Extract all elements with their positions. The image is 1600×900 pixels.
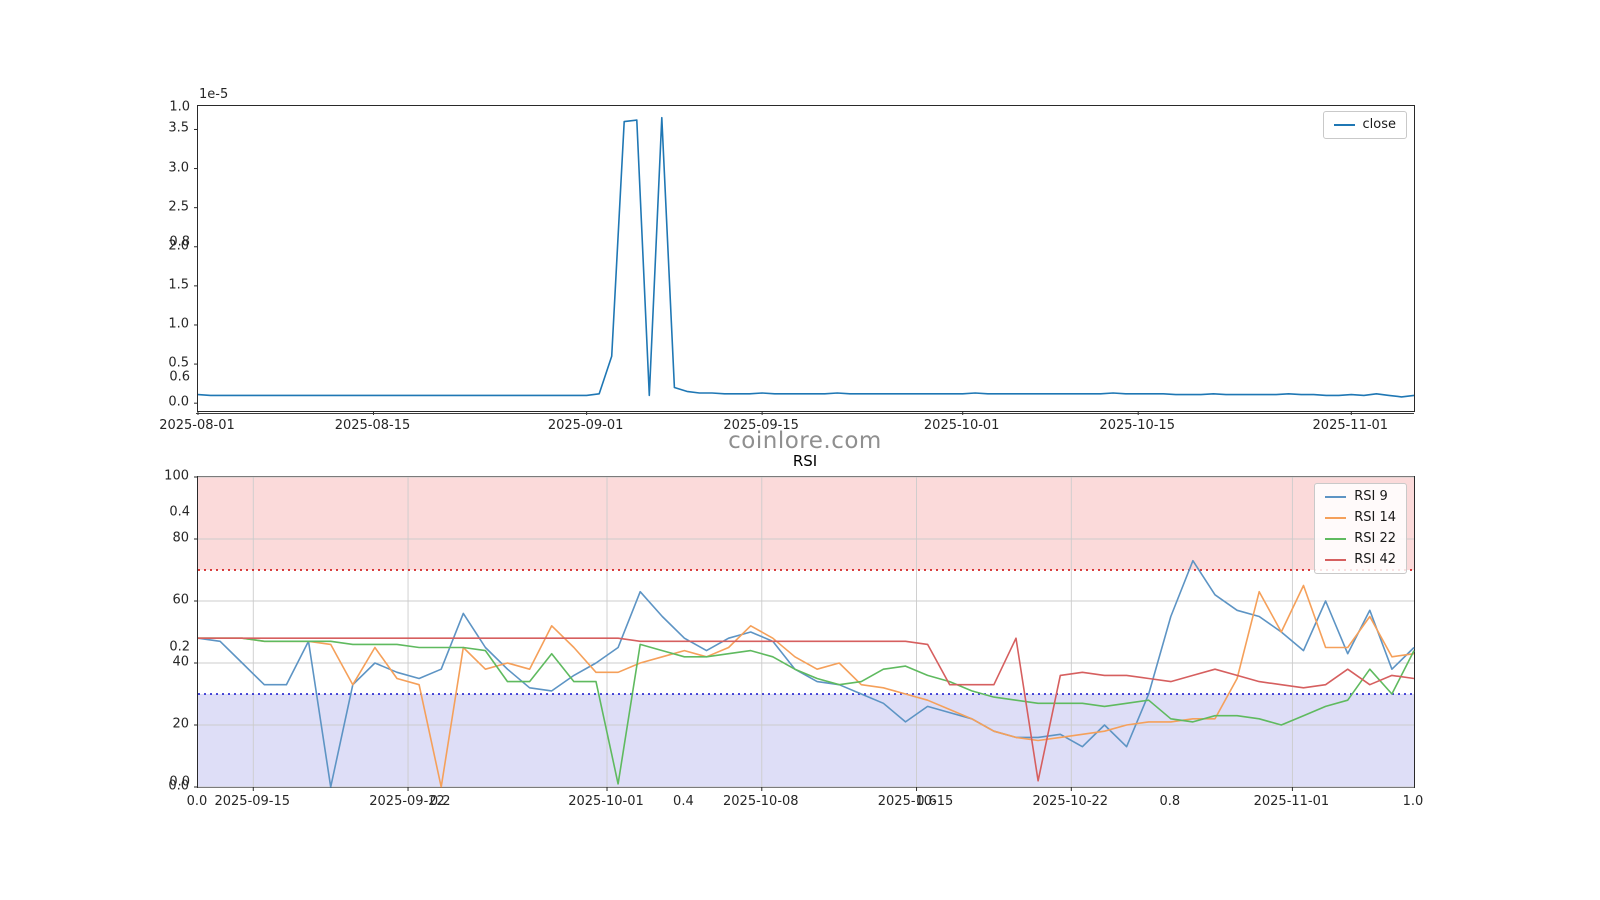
legend-label-rsi42: RSI 42 [1354,552,1396,567]
y-tick-label: 0.0 [168,394,189,410]
legend-label-rsi9: RSI 9 [1354,489,1388,504]
x-tick-label: 2025-10-15 [877,794,954,809]
y-tick-label: 2.0 [168,238,189,254]
y-tick-label: 60 [172,592,189,608]
price-chart-plot [194,105,1415,415]
y-tick-label: 100 [164,468,189,484]
rsi-chart-plot [194,476,1415,791]
rsi-title: RSI [792,452,818,470]
y-tick-label: 2.5 [168,199,189,215]
x-tick-label: 2025-10-22 [1032,794,1109,809]
y-tick-label: 3.0 [168,160,189,176]
legend-label-close: close [1362,117,1396,132]
x-tick-label: 2025-11-01 [1253,794,1330,809]
x-tick-label: 2025-09-15 [214,794,291,809]
rsi-legend: RSI 9 RSI 14 RSI 22 RSI 42 [1314,483,1407,574]
ghost-x-tick-label: 0.8 [1159,794,1181,809]
x-tick-label: 2025-10-01 [568,794,644,809]
rsi22-line-swatch [1325,538,1347,540]
legend-item-rsi42: RSI 42 [1325,552,1396,568]
ghost-axis-line [196,413,1414,414]
ghost-x-tick-label: 0.2 [429,794,451,809]
legend-item-rsi9: RSI 9 [1325,489,1396,505]
rsi42-line-swatch [1325,559,1347,561]
y-axis-offset-label: 1e-5 [199,87,229,102]
y-tick-label: 3.5 [168,120,189,136]
ghost-y-tick-label: 0.8 [169,234,190,250]
legend-label-rsi22: RSI 22 [1354,531,1396,546]
rsi9-line-swatch [1325,496,1347,498]
x-tick-label: 2025-09-22 [369,794,445,809]
ghost-x-tick-label: 1.0 [1402,794,1424,809]
ghost-x-tick-label: 0.4 [673,794,694,809]
price-legend: close [1322,111,1407,139]
legend-label-rsi14: RSI 14 [1354,510,1396,525]
y-tick-label: 1.0 [168,316,189,332]
y-tick-label: 40 [172,654,189,670]
ghost-y-tick-label: 0.2 [169,639,190,655]
x-tick-label: 2025-10-08 [723,794,799,809]
close-line-swatch [1333,124,1355,126]
rsi14-line-swatch [1325,517,1347,519]
legend-item-rsi22: RSI 22 [1325,531,1396,547]
y-tick-label: 0.5 [168,355,189,371]
ghost-x-tick-label: 0.0 [186,794,208,809]
y-tick-label: 1.5 [168,277,189,293]
y-tick-label: 20 [172,716,189,732]
ghost-y-tick-label: 0.4 [169,504,190,520]
ghost-y-tick-label: 0.6 [169,369,190,385]
y-tick-label: 80 [172,530,189,546]
legend-item-close: close [1333,117,1396,133]
legend-item-rsi14: RSI 14 [1325,510,1396,526]
ghost-y-tick-label: 0.0 [169,774,190,790]
ghost-x-tick-label: 0.6 [916,794,937,809]
y-tick-label: 0.0 [168,778,189,794]
ghost-y-tick-label: 1.0 [169,99,190,115]
watermark: coinlore.com [728,428,882,454]
